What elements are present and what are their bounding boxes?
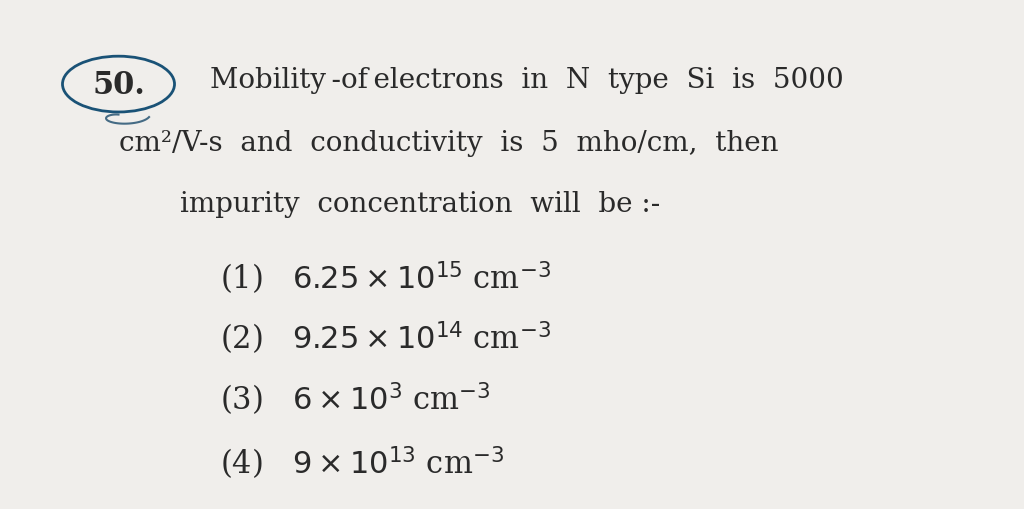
Text: (2)   $9.25 \times 10^{14}$ cm$^{-3}$: (2) $9.25 \times 10^{14}$ cm$^{-3}$ [220, 319, 551, 357]
Text: (3)   $6 \times 10^{3}$ cm$^{-3}$: (3) $6 \times 10^{3}$ cm$^{-3}$ [220, 380, 490, 417]
Text: (4)   $9 \times 10^{13}$ cm$^{-3}$: (4) $9 \times 10^{13}$ cm$^{-3}$ [220, 443, 505, 480]
Text: Mobility -of electrons  in  N  type  Si  is  5000: Mobility -of electrons in N type Si is 5… [210, 66, 844, 93]
Text: impurity  concentration  will  be :-: impurity concentration will be :- [179, 190, 659, 217]
Text: cm²/V-s  and  conductivity  is  5  mho/cm,  then: cm²/V-s and conductivity is 5 mho/cm, th… [119, 130, 778, 157]
Text: 50.: 50. [92, 69, 145, 100]
Text: (1)   $6.25 \times 10^{15}$ cm$^{-3}$: (1) $6.25 \times 10^{15}$ cm$^{-3}$ [220, 259, 551, 296]
